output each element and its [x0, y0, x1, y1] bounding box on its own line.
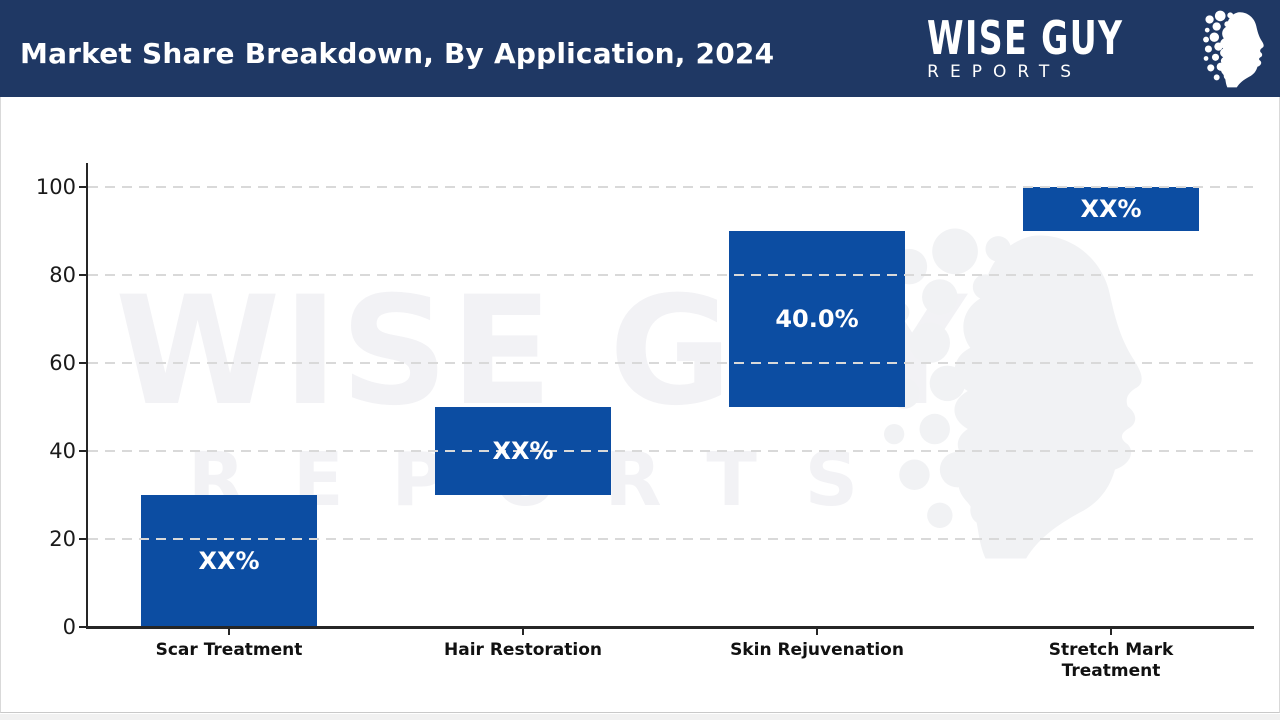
y-tick-label: 60	[49, 351, 76, 375]
bar-value-label: XX%	[1080, 195, 1142, 223]
x-tick-mark	[522, 629, 524, 635]
gridline	[88, 538, 1253, 540]
wiseguy-logo-text: WISE GUY REPORTS	[927, 10, 1200, 82]
y-axis-line	[86, 163, 88, 629]
bar	[729, 231, 905, 407]
y-tick-mark	[79, 450, 87, 452]
gridline	[88, 186, 1253, 188]
x-axis-line	[86, 626, 1254, 629]
wiseguy-logo: WISE GUY REPORTS	[927, 10, 1268, 88]
logo-wordmark: WISE GUY	[927, 10, 1124, 65]
bar-value-label: XX%	[492, 437, 554, 465]
x-category-label: Scar Treatment	[155, 640, 303, 660]
x-tick-mark	[228, 629, 230, 635]
logo-subtitle: REPORTS	[927, 61, 1083, 82]
y-tick-mark	[79, 274, 87, 276]
y-tick-mark	[79, 186, 87, 188]
gridline	[88, 450, 1253, 452]
gridline	[88, 362, 1253, 364]
y-tick-label: 80	[49, 263, 76, 287]
bottom-strip	[0, 714, 1280, 720]
y-tick-label: 100	[35, 175, 76, 199]
y-tick-label: 40	[49, 439, 76, 463]
y-tick-mark	[79, 538, 87, 540]
y-tick-mark	[79, 362, 87, 364]
bar	[1023, 187, 1199, 231]
x-category-label: Hair Restoration	[444, 640, 602, 660]
gridline	[88, 274, 1253, 276]
bar-value-label: XX%	[198, 547, 260, 575]
x-category-label: Skin Rejuvenation	[730, 640, 904, 660]
bar-value-label: 40.0%	[775, 305, 859, 333]
bar	[141, 495, 317, 627]
y-tick-label: 20	[49, 527, 76, 551]
y-tick-mark	[79, 626, 87, 628]
x-category-label: Stretch Mark Treatment	[1048, 640, 1174, 681]
header-bar: Market Share Breakdown, By Application, …	[0, 0, 1280, 97]
page-title: Market Share Breakdown, By Application, …	[20, 37, 775, 70]
x-tick-mark	[816, 629, 818, 635]
x-tick-mark	[1110, 629, 1112, 635]
y-tick-label: 0	[62, 615, 76, 639]
